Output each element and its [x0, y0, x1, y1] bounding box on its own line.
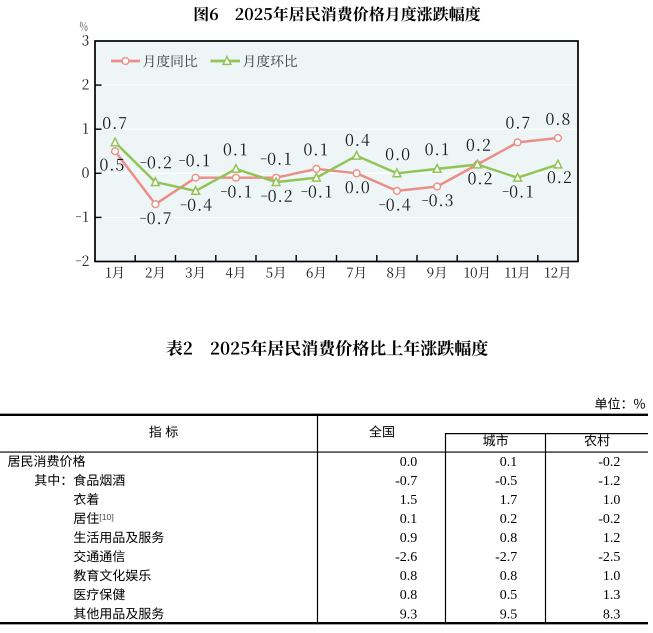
svg-text:0.8: 0.8	[400, 569, 418, 584]
svg-text:-2.5: -2.5	[598, 550, 620, 565]
svg-text:0.8: 0.8	[500, 569, 518, 584]
svg-text:-2.7: -2.7	[495, 550, 517, 565]
svg-text:9.3: 9.3	[400, 607, 418, 622]
svg-text:-0.2: -0.2	[598, 455, 620, 470]
svg-text:0.5: 0.5	[500, 588, 518, 603]
svg-text:-2.6: -2.6	[395, 550, 417, 565]
svg-text:0.2: 0.2	[500, 512, 518, 527]
svg-text:1.0: 1.0	[603, 569, 621, 584]
svg-text:0.1: 0.1	[400, 512, 418, 527]
svg-text:1.3: 1.3	[603, 588, 621, 603]
svg-text:-0.5: -0.5	[495, 474, 517, 489]
svg-text:0.8: 0.8	[500, 531, 518, 546]
svg-text:-0.2: -0.2	[598, 512, 620, 527]
svg-text:9.5: 9.5	[500, 607, 518, 622]
svg-text:8.3: 8.3	[603, 607, 621, 622]
svg-text:-1.2: -1.2	[598, 474, 620, 489]
svg-text:1.5: 1.5	[400, 493, 418, 508]
svg-text:0.1: 0.1	[500, 455, 518, 470]
svg-text:0.0: 0.0	[400, 455, 418, 470]
svg-text:-0.7: -0.7	[395, 474, 417, 489]
svg-text:0.8: 0.8	[400, 588, 418, 603]
svg-text:1.7: 1.7	[500, 493, 518, 508]
svg-text:[10]: [10]	[99, 512, 114, 522]
svg-text:1.0: 1.0	[603, 493, 621, 508]
svg-text:1.2: 1.2	[603, 531, 621, 546]
svg-text:0.9: 0.9	[400, 531, 418, 546]
